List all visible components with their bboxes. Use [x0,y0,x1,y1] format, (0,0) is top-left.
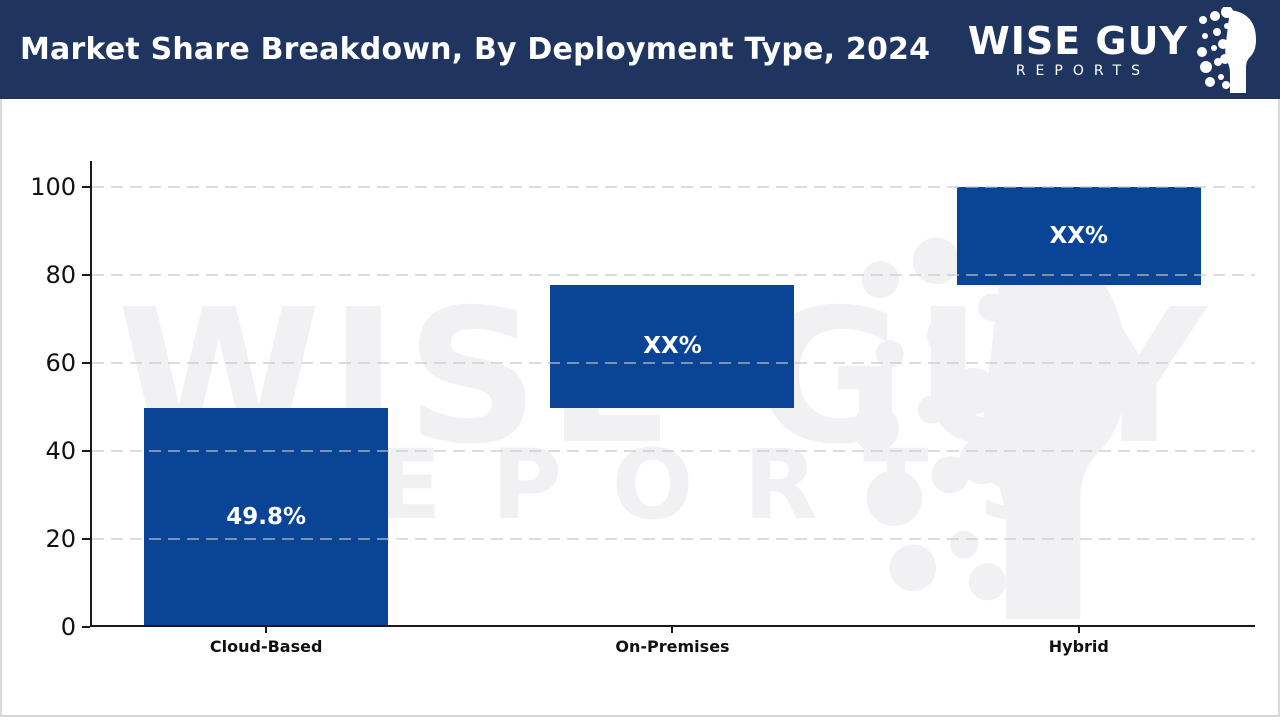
gridline [92,186,1255,188]
logo-face-icon [1197,6,1256,93]
y-axis-tick-label: 100 [30,173,76,201]
header-bar: Market Share Breakdown, By Deployment Ty… [0,0,1280,99]
y-axis-tick-label: 60 [45,349,76,377]
gridline [92,274,1255,276]
brand-logo-text: WISE GUY REPORTS [968,22,1188,78]
y-axis-tick [82,450,90,452]
y-axis-tick-label: 40 [45,437,76,465]
y-axis-tick-label: 20 [45,525,76,553]
bar-segment [956,187,1201,285]
y-axis-tick [82,362,90,364]
brand-name: WISE GUY [967,18,1188,63]
bar-value-label: XX% [643,333,702,360]
y-axis-tick [82,186,90,188]
bar-value-label: 49.8% [226,504,307,531]
gridline [92,538,1255,540]
x-axis-tick [265,627,268,633]
x-axis-tick [1077,627,1080,633]
brand-logo: WISE GUY REPORTS [968,6,1260,93]
x-axis-category-label: Hybrid [1048,637,1109,656]
bar-segment [144,407,389,627]
y-axis-tick [82,538,90,540]
y-axis-line [90,161,92,627]
x-axis-line [90,625,1255,627]
y-axis-tick-label: 0 [60,613,76,641]
watermark-face-icon [852,219,1127,619]
bar-segment [550,284,795,408]
gridline [92,450,1255,452]
page-title: Market Share Breakdown, By Deployment Ty… [20,32,931,67]
x-axis-tick [671,627,674,633]
gridline [92,362,1255,364]
chart-canvas: WISE GUY REPORTS 02040608010049.8%Cloud-… [0,99,1280,717]
bar-value-label: XX% [1049,222,1109,249]
y-axis-tick-label: 80 [45,261,76,289]
x-axis-category-label: Cloud-Based [209,637,323,656]
y-axis-tick [82,274,90,276]
brand-subtitle: REPORTS [1015,62,1150,79]
x-axis-category-label: On-Premises [615,637,730,656]
y-axis-tick [82,626,90,628]
